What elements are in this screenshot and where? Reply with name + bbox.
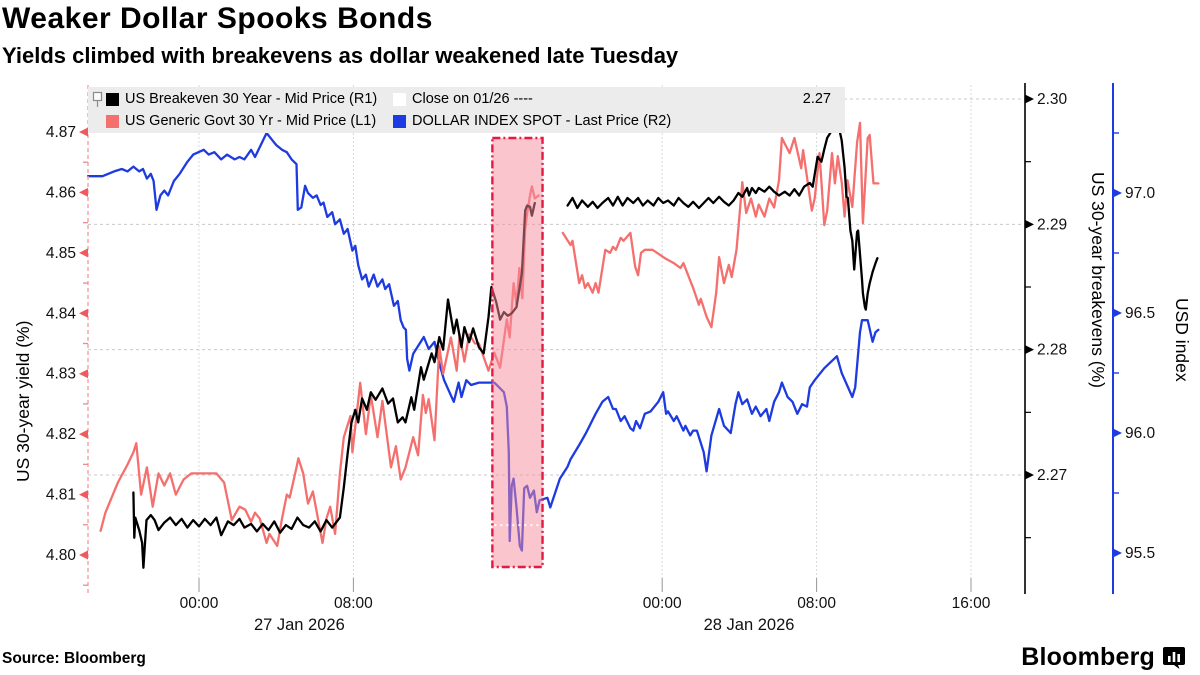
legend-spacer	[91, 113, 104, 130]
y-breakevens-tick-label: 2.29	[1037, 216, 1067, 233]
y-usd-tick-label: 97.0	[1125, 185, 1156, 202]
series-breakevens	[132, 121, 879, 569]
y-axis-title-breakevens: US 30-year breakevens (%)	[1088, 172, 1108, 388]
legend-swatch-dollar	[393, 114, 406, 128]
y-usd-tick-label: 96.5	[1125, 305, 1155, 322]
y-left-tick-label: 4.84	[46, 305, 77, 322]
legend-label-yield: US Generic Govt 30 Yr - Mid Price (L1)	[125, 113, 377, 129]
y-axis-usd: 97.0 96.5 96.0 95.5	[1112, 83, 1156, 594]
y-left-tick-label: 4.86	[46, 184, 76, 201]
x-date-label: 28 Jan 2026	[704, 616, 795, 634]
legend-swatch-breakeven	[106, 92, 119, 106]
y-breakevens-tick-label: 2.28	[1037, 342, 1067, 359]
x-tick-label: 08:00	[797, 595, 836, 612]
x-date-label: 27 Jan 2026	[254, 616, 345, 634]
bloomberg-logo: Bloomberg	[1021, 643, 1186, 672]
y-axis-title-yield: US 30-year yield (%)	[13, 320, 33, 482]
y-left-tick-label: 4.87	[46, 124, 76, 141]
bloomberg-chart-icon	[1163, 646, 1185, 669]
gridlines	[88, 85, 1025, 590]
y-breakevens-tick-label: 2.30	[1037, 91, 1068, 108]
y-left-tick-label: 4.83	[46, 366, 76, 383]
x-tick-label: 08:00	[334, 595, 373, 612]
legend-label-close-line: Close on 01/26 ----	[412, 91, 533, 107]
y-left-tick-label: 4.82	[46, 426, 76, 443]
y-usd-tick-label: 96.0	[1125, 425, 1156, 442]
series-usd	[86, 131, 880, 552]
page-title: Weaker Dollar Spooks Bonds	[2, 2, 433, 35]
legend-label-breakeven: US Breakeven 30 Year - Mid Price (R1)	[125, 91, 378, 107]
x-tick-label: 00:00	[643, 595, 682, 612]
legend-swatch-close-line	[393, 92, 406, 106]
series-yield	[99, 121, 880, 548]
y-left-tick-label: 4.81	[46, 487, 76, 504]
highlight-region	[491, 136, 544, 569]
y-left-tick-label: 4.80	[46, 547, 77, 564]
legend-close-value: 2.27	[802, 91, 831, 107]
y-axis-yield: 4.87 4.86 4.85 4.84 4.83 4.82 4.81 4.80	[46, 85, 89, 594]
y-axis-title-usd: USD index	[1172, 298, 1192, 382]
y-usd-tick-label: 95.5	[1125, 545, 1155, 562]
y-breakevens-tick-label: 2.27	[1037, 467, 1067, 484]
x-tick-label: 00:00	[180, 595, 219, 612]
legend-row-1: US Breakeven 30 Year - Mid Price (R1) Cl…	[91, 88, 839, 110]
x-axis: 00:00 08:00 00:00 08:00 16:00 27 Jan 2026 28 J…	[180, 578, 991, 634]
y-axis-breakevens: 2.30 2.29 2.28 2.27	[1024, 83, 1068, 594]
chart-legend: US Breakeven 30 Year - Mid Price (R1) Cl…	[88, 87, 845, 133]
legend-pin-icon	[92, 91, 103, 107]
bloomberg-wordmark: Bloomberg	[1021, 643, 1155, 671]
legend-row-2: US Generic Govt 30 Yr - Mid Price (L1) D…	[91, 110, 839, 132]
source-label: Source: Bloomberg	[2, 650, 146, 667]
page-subtitle: Yields climbed with breakevens as dollar…	[2, 43, 679, 68]
y-left-tick-label: 4.85	[46, 245, 76, 262]
legend-label-dollar: DOLLAR INDEX SPOT - Last Price (R2)	[412, 113, 672, 129]
legend-swatch-yield	[106, 114, 119, 128]
x-tick-label: 16:00	[952, 595, 991, 612]
